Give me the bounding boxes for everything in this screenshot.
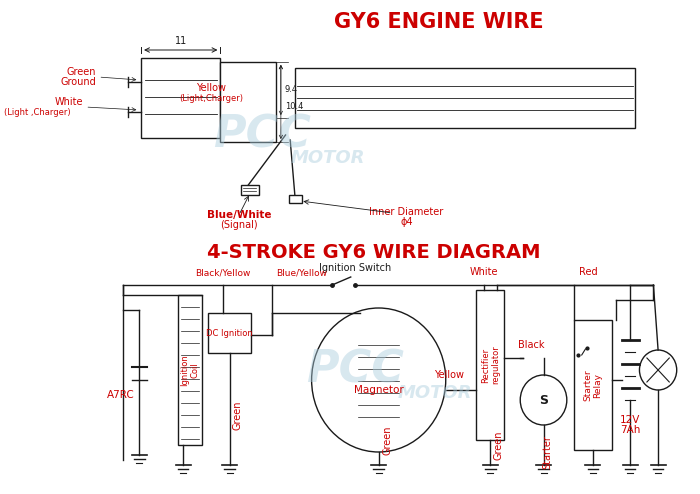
Text: Ground: Ground — [61, 77, 97, 87]
Bar — [477, 290, 505, 440]
Text: 7Ah: 7Ah — [620, 425, 641, 435]
Text: Blue/White: Blue/White — [206, 210, 271, 220]
Text: Green: Green — [382, 425, 393, 455]
Bar — [241, 185, 260, 195]
Text: GY6 ENGINE WIRE: GY6 ENGINE WIRE — [335, 12, 544, 32]
Text: 9.4: 9.4 — [285, 85, 298, 94]
Bar — [220, 62, 276, 142]
Text: ϕ4: ϕ4 — [400, 217, 413, 227]
Text: Inner Diameter: Inner Diameter — [370, 207, 444, 217]
Text: S: S — [539, 394, 548, 407]
Text: Black: Black — [519, 339, 545, 349]
Text: Starter
Relay: Starter Relay — [583, 369, 603, 401]
Text: (Signal): (Signal) — [220, 220, 258, 230]
Text: Yellow: Yellow — [433, 370, 463, 380]
Text: 4-STROKE GY6 WIRE DIAGRAM: 4-STROKE GY6 WIRE DIAGRAM — [207, 243, 541, 261]
Bar — [289, 195, 302, 203]
Text: Rectifier
regulator: Rectifier regulator — [481, 346, 500, 384]
Text: (Light ,Charger): (Light ,Charger) — [4, 108, 71, 117]
Text: 10.4: 10.4 — [285, 101, 303, 111]
Text: Magnetor: Magnetor — [354, 385, 403, 395]
Text: A7RC: A7RC — [107, 390, 134, 400]
Text: Green: Green — [494, 430, 503, 460]
Text: Starter: Starter — [542, 435, 552, 469]
Text: Green: Green — [67, 67, 97, 77]
Text: PCC: PCC — [214, 114, 312, 157]
Text: White: White — [470, 267, 498, 277]
Text: Yellow: Yellow — [196, 83, 226, 93]
Bar — [208, 313, 251, 353]
Text: 11: 11 — [174, 36, 187, 46]
Bar — [295, 68, 635, 128]
Text: White: White — [55, 97, 83, 107]
Text: DC Ignition: DC Ignition — [206, 329, 253, 337]
Text: MOTOR: MOTOR — [290, 149, 365, 167]
Text: Red: Red — [579, 267, 598, 277]
Text: (Light,Charger): (Light,Charger) — [179, 93, 243, 102]
Text: Blue/Yellow: Blue/Yellow — [276, 268, 327, 277]
Bar — [141, 58, 220, 138]
Text: Ignition Switch: Ignition Switch — [319, 263, 391, 273]
Text: Green: Green — [232, 400, 242, 430]
Bar — [178, 295, 202, 445]
Text: 12V: 12V — [620, 415, 641, 425]
Bar — [574, 320, 612, 450]
Text: PCC: PCC — [307, 348, 405, 392]
Text: MOTOR: MOTOR — [398, 384, 472, 402]
Text: Black/Yellow: Black/Yellow — [195, 268, 251, 277]
Text: Ignition
Coil: Ignition Coil — [181, 354, 199, 386]
